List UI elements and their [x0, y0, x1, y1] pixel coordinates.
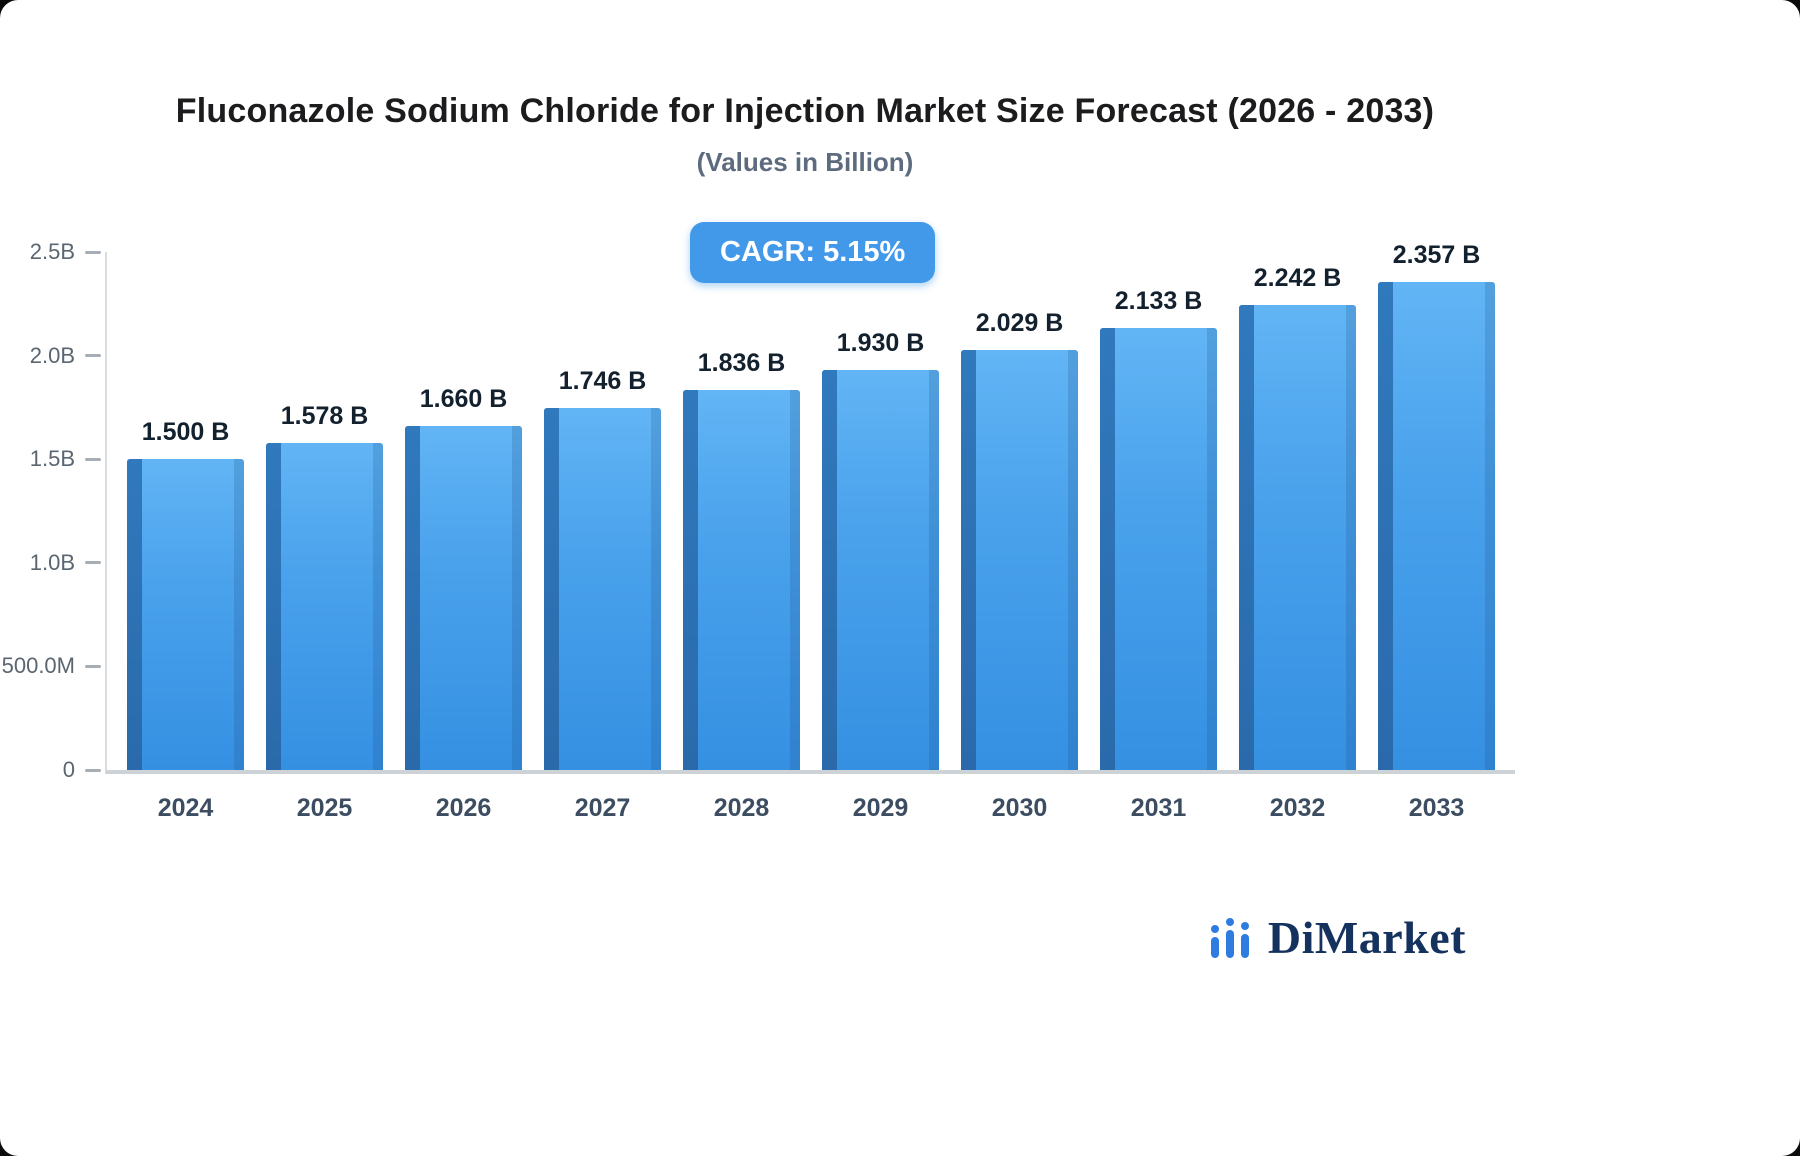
y-tick: 1.0B [30, 550, 107, 576]
bar-group: 2.133 B 2031 [1100, 287, 1217, 822]
y-tick-label: 0 [62, 757, 75, 782]
bar [1100, 328, 1217, 770]
cagr-badge: CAGR: 5.15% [690, 222, 936, 283]
y-tick: 2.0B [30, 343, 107, 369]
y-tick-mark [85, 768, 101, 772]
y-tick: 1.5B [30, 446, 107, 472]
y-tick: 0 [63, 757, 107, 783]
bar-value-label: 1.836 B [697, 348, 786, 377]
bar-value-label: 1.930 B [836, 329, 925, 358]
y-tick: 2.5B [30, 239, 107, 265]
bar [544, 408, 661, 770]
bar [266, 443, 383, 770]
bar-chart-logo-icon [1210, 917, 1249, 958]
x-axis-label: 2024 [157, 794, 214, 822]
x-axis-label: 2029 [852, 794, 909, 822]
y-tick-label: 500.0M [1, 653, 75, 679]
plot-area: 1.500 B 2024 1.578 B 2025 1.660 B 2026 1.746 B… [2, 239, 1515, 822]
y-tick-mark [85, 561, 101, 565]
x-axis-label: 2030 [991, 794, 1048, 822]
bar-value-label: 2.029 B [975, 308, 1064, 337]
bars-container: 1.500 B 2024 1.578 B 2025 1.660 B 2026 1.746 B… [107, 241, 1515, 822]
dimarket-logo: DiMarket [1204, 911, 1466, 964]
x-axis-label: 2031 [1130, 794, 1187, 822]
x-axis-label: 2033 [1408, 794, 1465, 822]
bar [961, 349, 1078, 770]
y-tick-mark [85, 664, 101, 668]
x-axis-label: 2027 [574, 794, 631, 822]
bar-value-label: 1.578 B [280, 402, 369, 431]
bar-group: 2.242 B 2032 [1239, 264, 1356, 822]
bar-group: 1.660 B 2026 [405, 385, 522, 822]
bar-group: 1.930 B 2029 [822, 329, 939, 822]
y-tick: 500.0M [2, 653, 107, 679]
x-axis-label: 2026 [435, 794, 492, 822]
y-tick-label: 1.5B [29, 446, 75, 472]
bar-group: 2.029 B 2030 [961, 309, 1078, 822]
chart-header: Fluconazole Sodium Chloride for Injectio… [0, 92, 1610, 178]
y-tick-label: 2.5B [29, 239, 75, 264]
bar-value-label: 1.660 B [419, 385, 508, 414]
y-tick-mark [85, 250, 101, 254]
bar [405, 426, 522, 770]
bar-value-label: 1.746 B [558, 367, 647, 396]
bar-value-label: 1.500 B [141, 418, 230, 447]
bar [1239, 305, 1356, 770]
y-tick-label: 1.0B [29, 549, 75, 575]
chart-title: Fluconazole Sodium Chloride for Injectio… [175, 92, 1435, 130]
bar-group: 1.578 B 2025 [266, 402, 383, 822]
bar-group: 1.500 B 2024 [127, 418, 244, 822]
bar-group: 1.746 B 2027 [544, 367, 661, 822]
x-axis-label: 2028 [713, 794, 770, 822]
bar [127, 459, 244, 770]
bar-value-label: 2.133 B [1114, 287, 1203, 316]
x-axis-label: 2025 [296, 794, 353, 822]
y-tick-mark [85, 354, 101, 358]
bar-group: 2.357 B 2033 [1378, 241, 1495, 822]
chart-subtitle: (Values in Billion) [696, 147, 914, 177]
x-axis-label: 2032 [1269, 794, 1326, 822]
bar-value-label: 2.242 B [1253, 264, 1342, 293]
bar-group: 1.836 B 2028 [683, 349, 800, 822]
y-tick-label: 2.0B [29, 342, 75, 368]
bar [822, 370, 939, 770]
logo-text: DiMarket [1267, 912, 1466, 963]
bar-value-label: 2.357 B [1392, 240, 1481, 269]
bar [683, 389, 800, 770]
y-tick-mark [85, 457, 101, 461]
bar [1378, 281, 1495, 770]
